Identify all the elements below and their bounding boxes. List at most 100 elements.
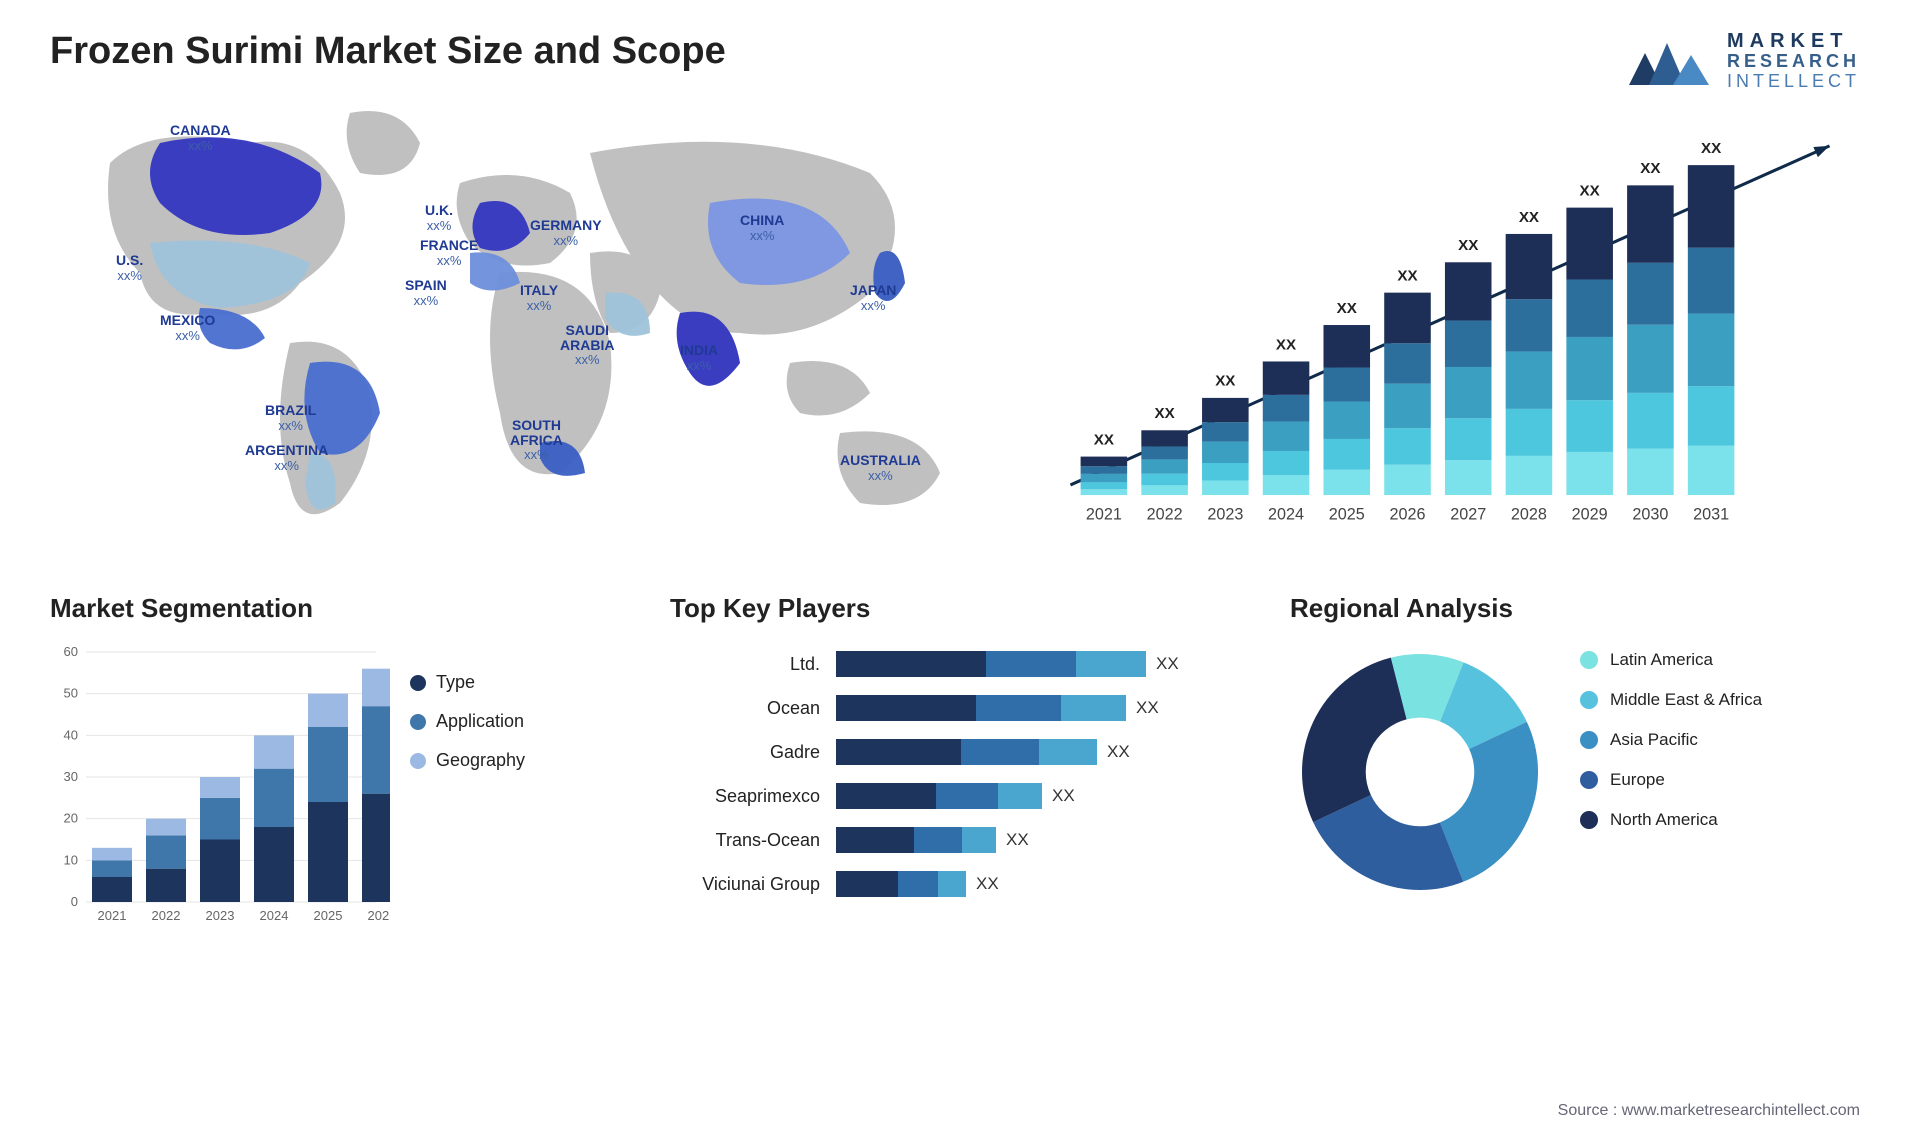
svg-text:0: 0	[71, 894, 78, 909]
player-bar	[836, 827, 996, 853]
svg-text:50: 50	[64, 686, 78, 701]
svg-text:2024: 2024	[1268, 505, 1304, 523]
player-bar-segment	[936, 783, 998, 809]
player-bar	[836, 739, 1097, 765]
segmentation-chart-svg: 0102030405060202120222023202420252026	[50, 642, 390, 942]
player-bar-segment	[998, 783, 1042, 809]
player-bar	[836, 871, 966, 897]
logo-line-1: MARKET	[1727, 30, 1860, 52]
donut-svg	[1290, 642, 1550, 902]
player-bar-segment	[914, 827, 962, 853]
player-bar-segment	[836, 695, 976, 721]
svg-text:30: 30	[64, 769, 78, 784]
svg-text:2022: 2022	[1147, 505, 1183, 523]
legend-swatch	[410, 753, 426, 769]
player-bar-segment	[986, 651, 1076, 677]
svg-text:XX: XX	[1580, 182, 1600, 199]
player-bar-segment	[836, 827, 914, 853]
top-key-players-panel: Top Key Players Ltd.OceanGadreSeaprimexc…	[670, 593, 1250, 993]
player-bar-segment	[836, 871, 898, 897]
market-segmentation-panel: Market Segmentation 01020304050602021202…	[50, 593, 630, 993]
svg-text:2026: 2026	[368, 908, 390, 923]
legend-swatch	[410, 675, 426, 691]
legend-label: Asia Pacific	[1610, 730, 1698, 750]
player-name: Seaprimexco	[670, 774, 820, 818]
segmentation-legend-item: Geography	[410, 750, 630, 771]
player-name: Trans-Ocean	[670, 818, 820, 862]
player-labels: Ltd.OceanGadreSeaprimexcoTrans-OceanVici…	[670, 642, 820, 906]
player-name: Ltd.	[670, 642, 820, 686]
player-bar	[836, 651, 1146, 677]
legend-label: Europe	[1610, 770, 1665, 790]
player-bar-segment	[898, 871, 938, 897]
legend-swatch	[410, 714, 426, 730]
player-bar-segment	[961, 739, 1039, 765]
svg-text:2026: 2026	[1389, 505, 1425, 523]
regional-analysis-panel: Regional Analysis Latin AmericaMiddle Ea…	[1290, 593, 1870, 993]
legend-label: Latin America	[1610, 650, 1713, 670]
players-title: Top Key Players	[670, 593, 1250, 624]
player-bar-row: XX	[836, 730, 1250, 774]
player-bar-row: XX	[836, 642, 1250, 686]
segmentation-legend-item: Application	[410, 711, 630, 732]
svg-text:XX: XX	[1640, 160, 1660, 177]
player-bar-segment	[976, 695, 1061, 721]
svg-text:2024: 2024	[260, 908, 289, 923]
source-attribution: Source : www.marketresearchintellect.com	[1558, 1102, 1860, 1120]
player-value: XX	[976, 874, 999, 894]
region-legend-item: Latin America	[1580, 650, 1870, 670]
legend-swatch	[1580, 811, 1598, 829]
legend-label: North America	[1610, 810, 1718, 830]
legend-swatch	[1580, 731, 1598, 749]
svg-text:XX: XX	[1458, 237, 1478, 254]
player-bar	[836, 695, 1126, 721]
svg-text:XX: XX	[1094, 431, 1114, 448]
regional-legend: Latin America Middle East & Africa Asia Pa…	[1580, 642, 1870, 850]
player-bar-row: XX	[836, 774, 1250, 818]
svg-text:10: 10	[64, 852, 78, 867]
svg-text:2023: 2023	[206, 908, 235, 923]
svg-text:XX: XX	[1397, 267, 1417, 284]
player-value: XX	[1052, 786, 1075, 806]
svg-text:XX: XX	[1154, 405, 1174, 422]
svg-text:2030: 2030	[1632, 505, 1668, 523]
player-bar-row: XX	[836, 686, 1250, 730]
svg-text:XX: XX	[1519, 209, 1539, 226]
legend-label: Type	[436, 672, 475, 693]
player-value: XX	[1136, 698, 1159, 718]
player-bar-segment	[1061, 695, 1126, 721]
svg-text:2023: 2023	[1207, 505, 1243, 523]
player-bar-segment	[962, 827, 996, 853]
player-bar	[836, 783, 1042, 809]
legend-swatch	[1580, 651, 1598, 669]
page-title: Frozen Surimi Market Size and Scope	[50, 30, 1870, 73]
regional-donut	[1290, 642, 1550, 902]
svg-text:2025: 2025	[1329, 505, 1365, 523]
world-map: CANADAxx%U.S.xx%MEXICOxx%BRAZILxx%ARGENT…	[50, 83, 990, 563]
segmentation-title: Market Segmentation	[50, 593, 630, 624]
svg-text:40: 40	[64, 727, 78, 742]
svg-text:XX: XX	[1701, 140, 1721, 157]
segmentation-chart: 0102030405060202120222023202420252026	[50, 642, 390, 942]
player-bar-segment	[836, 739, 961, 765]
legend-label: Application	[436, 711, 524, 732]
player-bar-segment	[836, 651, 986, 677]
svg-text:XX: XX	[1276, 336, 1296, 353]
legend-swatch	[1580, 691, 1598, 709]
player-name: Ocean	[670, 686, 820, 730]
region-legend-item: Europe	[1580, 770, 1870, 790]
region-legend-item: Middle East & Africa	[1580, 690, 1870, 710]
svg-text:20: 20	[64, 811, 78, 826]
player-name: Viciunai Group	[670, 862, 820, 906]
player-bar-segment	[1039, 739, 1097, 765]
player-value: XX	[1006, 830, 1029, 850]
svg-text:XX: XX	[1215, 373, 1235, 390]
region-legend-item: Asia Pacific	[1580, 730, 1870, 750]
svg-text:2029: 2029	[1572, 505, 1608, 523]
player-bar-segment	[836, 783, 936, 809]
svg-text:2031: 2031	[1693, 505, 1729, 523]
svg-text:2021: 2021	[98, 908, 127, 923]
player-value: XX	[1107, 742, 1130, 762]
svg-text:2028: 2028	[1511, 505, 1547, 523]
world-map-svg	[50, 83, 990, 543]
